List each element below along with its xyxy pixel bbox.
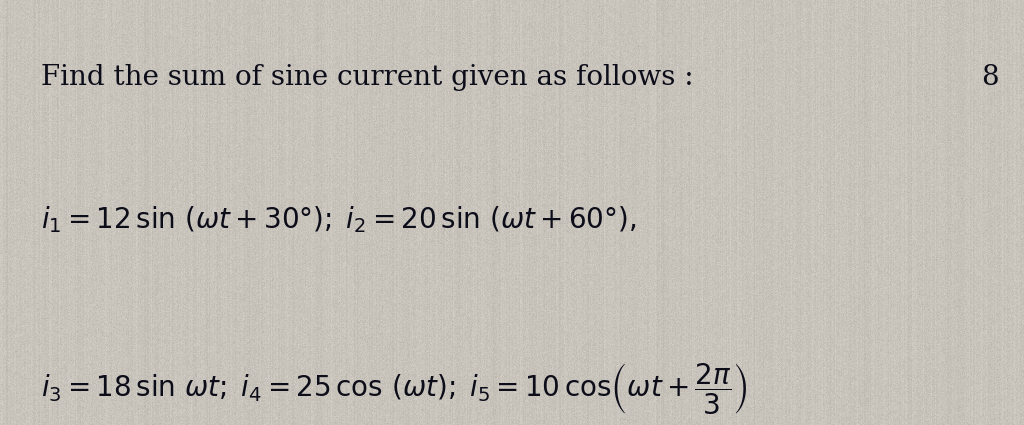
Text: Find the sum of sine current given as follows :: Find the sum of sine current given as fo… <box>41 64 693 91</box>
Text: 8: 8 <box>981 64 998 91</box>
Text: $i_3 = 18\,\sin\,\omega t;\; i_4 = 25\,\cos\,(\omega t);\; i_5 = 10\,\cos\!\left: $i_3 = 18\,\sin\,\omega t;\; i_4 = 25\,\… <box>41 361 748 416</box>
Text: $i_1 = 12\,\sin\,(\omega t + 30°);\; i_2 = 20\,\sin\,(\omega t + 60°),$: $i_1 = 12\,\sin\,(\omega t + 30°);\; i_2… <box>41 204 637 235</box>
